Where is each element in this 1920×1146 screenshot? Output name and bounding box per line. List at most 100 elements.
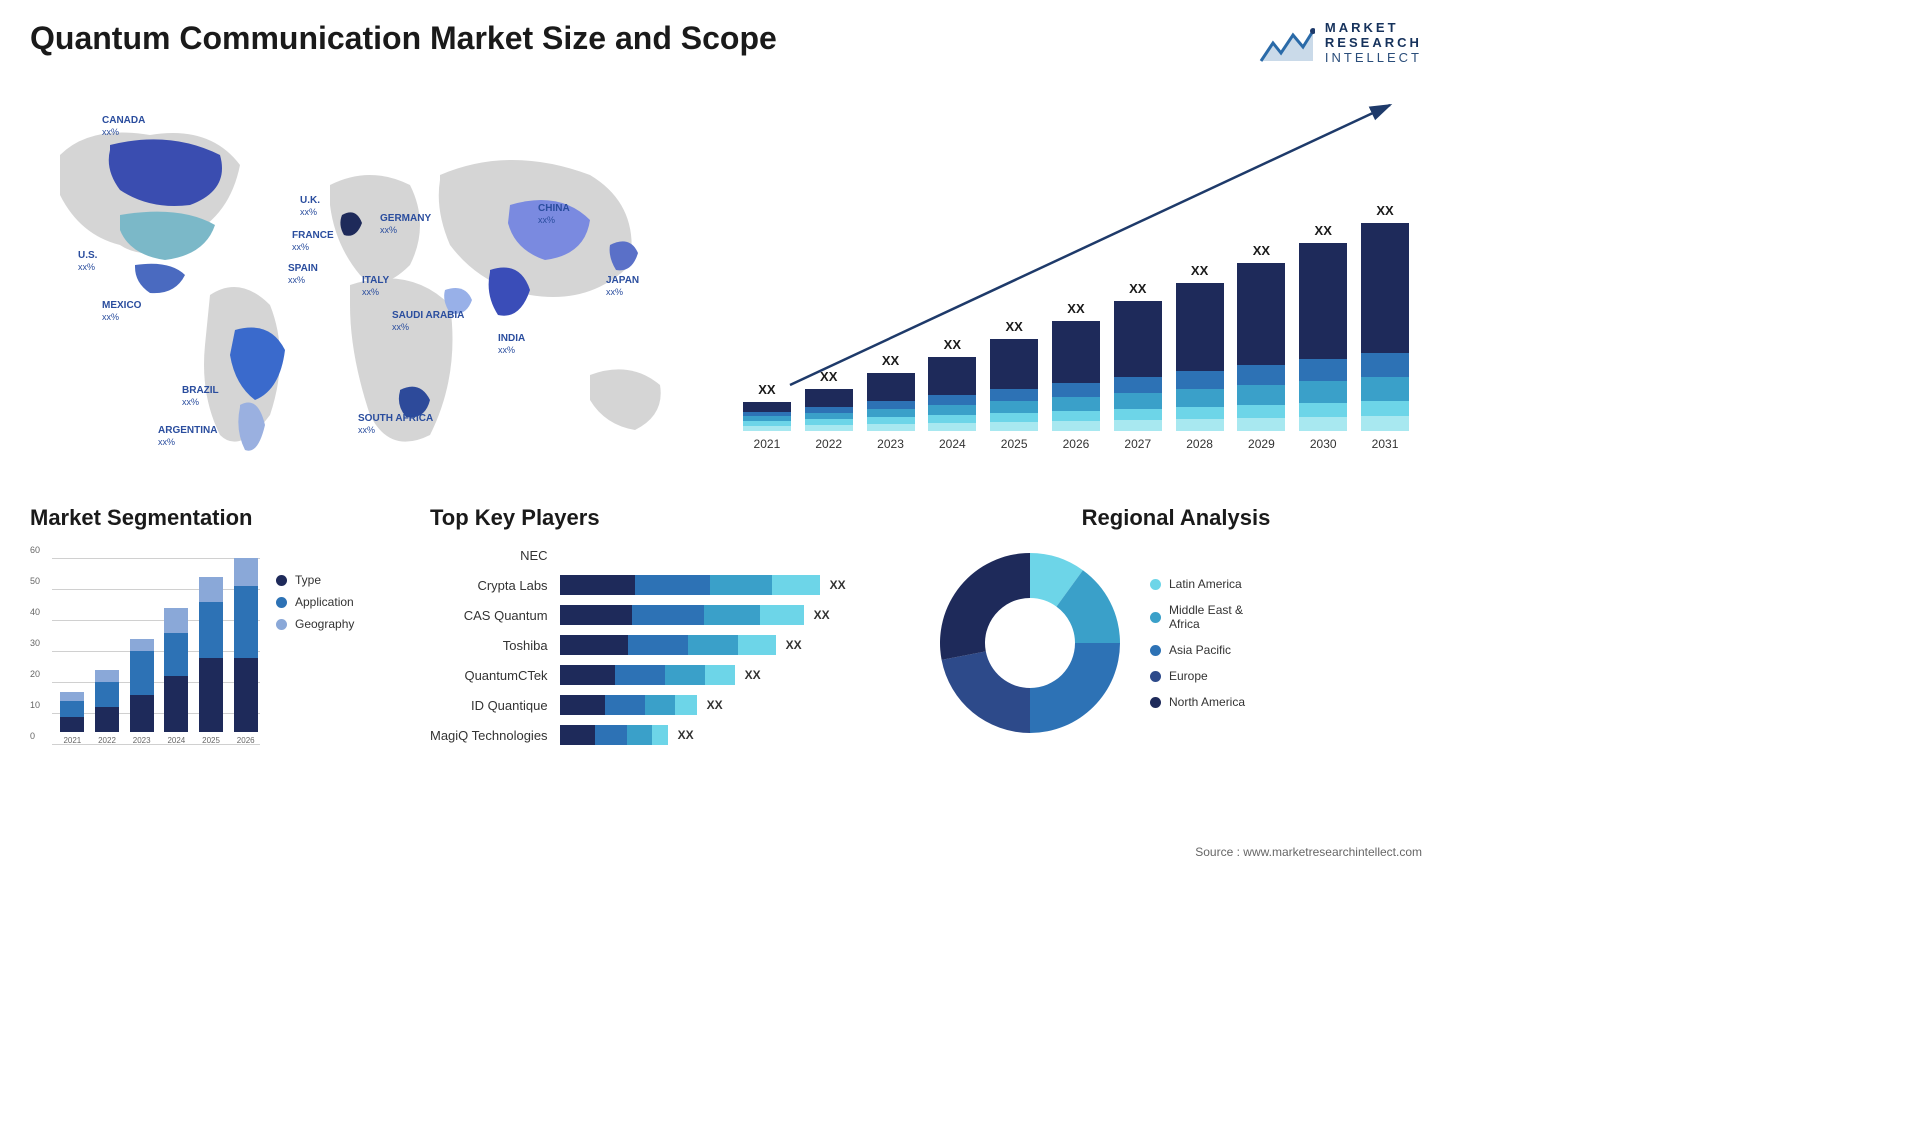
map-label: SOUTH AFRICAxx% — [358, 413, 433, 437]
seg-year-col: 2022 — [93, 670, 122, 745]
brand-line2: RESEARCH — [1325, 35, 1422, 50]
player-bar-row: XX — [560, 633, 910, 657]
growth-bar-value: XX — [1315, 223, 1332, 238]
map-label: U.K.xx% — [300, 195, 320, 219]
growth-year-label: 2023 — [877, 437, 904, 451]
legend-dot — [276, 597, 287, 608]
seg-y-tick: 30 — [30, 638, 40, 648]
growth-year-label: 2028 — [1186, 437, 1213, 451]
source-attribution: Source : www.marketresearchintellect.com — [1195, 845, 1422, 859]
growth-year-col: XX2029 — [1235, 263, 1289, 451]
seg-year-label: 2026 — [237, 736, 255, 745]
growth-chart: XX2021XX2022XX2023XX2024XX2025XX2026XX20… — [730, 95, 1422, 475]
map-country-name: SOUTH AFRICA — [358, 413, 433, 424]
growth-year-col: XX2027 — [1111, 301, 1165, 451]
player-value: XX — [707, 698, 723, 712]
player-bar-row: XX — [560, 663, 910, 687]
donut-slice — [940, 553, 1030, 660]
map-country-name: JAPAN — [606, 275, 639, 286]
brand-logo: MARKET RESEARCH INTELLECT — [1259, 20, 1422, 65]
brand-line1: MARKET — [1325, 20, 1422, 35]
growth-year-col: XX2028 — [1173, 283, 1227, 451]
seg-legend-item: Geography — [276, 617, 354, 631]
map-country-name: GERMANY — [380, 213, 431, 224]
legend-dot — [276, 619, 287, 630]
growth-year-label: 2022 — [815, 437, 842, 451]
growth-year-label: 2031 — [1372, 437, 1399, 451]
growth-bar-value: XX — [1191, 263, 1208, 278]
seg-legend-item: Type — [276, 573, 354, 587]
player-value: XX — [830, 578, 846, 592]
seg-y-tick: 10 — [30, 700, 40, 710]
player-bar-row: XX — [560, 693, 910, 717]
map-country-pct: xx% — [182, 397, 199, 407]
player-name: Crypta Labs — [477, 573, 547, 597]
regional-legend-item: North America — [1150, 695, 1245, 709]
legend-label: Type — [295, 573, 321, 587]
growth-bar-value: XX — [1067, 301, 1084, 316]
map-country-name: ITALY — [362, 275, 389, 286]
growth-bar-value: XX — [944, 337, 961, 352]
map-label: CHINAxx% — [538, 203, 570, 227]
growth-year-col: XX2030 — [1296, 243, 1350, 451]
map-label: ITALYxx% — [362, 275, 389, 299]
legend-dot — [1150, 697, 1161, 708]
map-label: U.S.xx% — [78, 250, 97, 274]
map-country-name: U.K. — [300, 195, 320, 206]
growth-bar-value: XX — [882, 353, 899, 368]
map-country-name: CANADA — [102, 115, 145, 126]
growth-year-col: XX2023 — [864, 373, 918, 451]
growth-bar-value: XX — [1005, 319, 1022, 334]
growth-year-label: 2024 — [939, 437, 966, 451]
map-country-pct: xx% — [102, 127, 119, 137]
player-value: XX — [814, 608, 830, 622]
map-country-name: BRAZIL — [182, 385, 219, 396]
map-country-pct: xx% — [300, 207, 317, 217]
map-country-pct: xx% — [292, 242, 309, 252]
map-country-name: SPAIN — [288, 263, 318, 274]
map-country-name: ARGENTINA — [158, 425, 217, 436]
map-country-pct: xx% — [358, 425, 375, 435]
seg-year-col: 2023 — [127, 639, 156, 745]
growth-year-col: XX2022 — [802, 389, 856, 451]
legend-dot — [1150, 671, 1161, 682]
player-name: MagiQ Technologies — [430, 723, 548, 747]
regional-chart: Latin AmericaMiddle East & AfricaAsia Pa… — [930, 543, 1422, 743]
map-label: FRANCExx% — [292, 230, 334, 254]
map-label: SPAINxx% — [288, 263, 318, 287]
map-country-pct: xx% — [158, 437, 175, 447]
map-country-pct: xx% — [362, 287, 379, 297]
player-value: XX — [745, 668, 761, 682]
map-country-pct: xx% — [380, 225, 397, 235]
player-name: CAS Quantum — [464, 603, 548, 627]
segmentation-title: Market Segmentation — [30, 505, 410, 531]
growth-bar-value: XX — [1376, 203, 1393, 218]
legend-label: Middle East & Africa — [1169, 603, 1243, 631]
growth-bar-value: XX — [820, 369, 837, 384]
page-title: Quantum Communication Market Size and Sc… — [30, 20, 777, 57]
map-label: GERMANYxx% — [380, 213, 431, 237]
seg-year-label: 2023 — [133, 736, 151, 745]
growth-year-label: 2029 — [1248, 437, 1275, 451]
seg-year-col: 2025 — [197, 577, 226, 745]
legend-dot — [1150, 645, 1161, 656]
map-label: BRAZILxx% — [182, 385, 219, 409]
segmentation-legend: TypeApplicationGeography — [276, 543, 354, 763]
map-country-name: MEXICO — [102, 300, 141, 311]
map-country-name: CHINA — [538, 203, 570, 214]
legend-label: Asia Pacific — [1169, 643, 1231, 657]
regional-legend-item: Asia Pacific — [1150, 643, 1245, 657]
growth-year-col: XX2025 — [987, 339, 1041, 451]
map-label: INDIAxx% — [498, 333, 525, 357]
legend-dot — [1150, 579, 1161, 590]
map-label: CANADAxx% — [102, 115, 145, 139]
growth-year-label: 2021 — [754, 437, 781, 451]
map-country-pct: xx% — [606, 287, 623, 297]
player-name: QuantumCTek — [464, 663, 547, 687]
regional-donut — [930, 543, 1130, 743]
map-label: MEXICOxx% — [102, 300, 141, 324]
growth-bar-value: XX — [1253, 243, 1270, 258]
player-value: XX — [786, 638, 802, 652]
legend-label: Europe — [1169, 669, 1208, 683]
player-name: Toshiba — [503, 633, 548, 657]
